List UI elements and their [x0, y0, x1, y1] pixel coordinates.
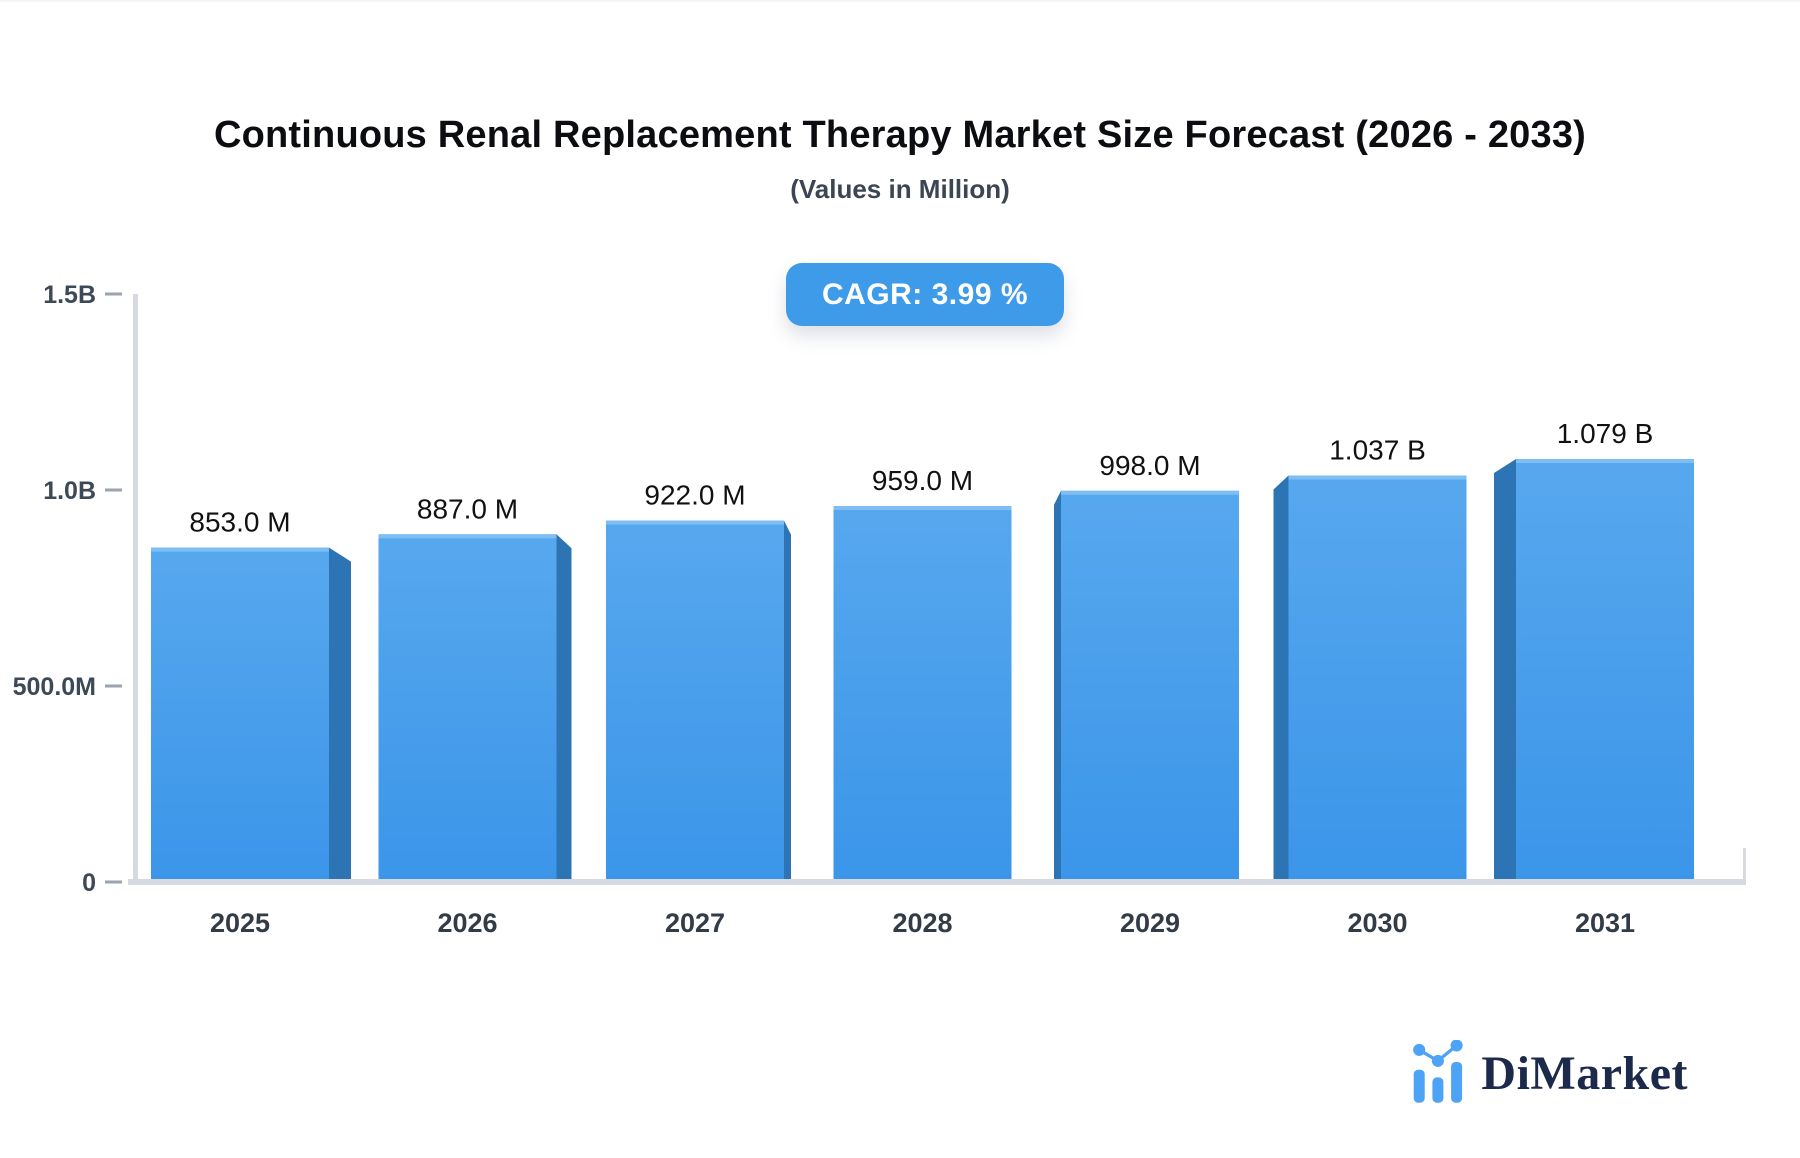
bar-group-2029: 998.0 M 2029 [1054, 450, 1239, 938]
y-axis-tick-label: 1.5B [43, 281, 96, 309]
y-axis-tick-label: 500.0M [13, 673, 96, 701]
bar-group-2030: 1.037 B 2030 [1273, 434, 1467, 938]
bar-value-label: 853.0 M [189, 507, 290, 538]
bar-face [1516, 459, 1694, 882]
bar-top-highlight [1288, 475, 1467, 480]
x-axis-end-cap [1743, 848, 1746, 882]
bar-value-label: 998.0 M [1099, 450, 1200, 481]
bar-face [378, 534, 557, 882]
brand-logo-text: DiMarket [1481, 1046, 1688, 1100]
bar-side-panel [556, 534, 572, 882]
x-axis-label: 2029 [1120, 908, 1180, 938]
x-axis-label: 2026 [437, 908, 497, 938]
bar-side-panel [1054, 490, 1061, 882]
bar-value-label: 959.0 M [872, 465, 973, 496]
bar-group-2031: 1.079 B 2031 [1494, 418, 1694, 938]
bar-group-2026: 887.0 M 2026 [378, 493, 572, 938]
cagr-badge-label: CAGR: 3.99 % [821, 277, 1029, 311]
logo-dot [1432, 1054, 1445, 1067]
x-axis-label: 2030 [1347, 908, 1407, 938]
chart-subtitle: (Values in Million) [790, 174, 1010, 204]
bar-side-panel [1273, 475, 1289, 882]
bar-top-highlight [151, 547, 329, 552]
cagr-badge: CAGR: 3.99 % [786, 263, 1064, 326]
bar-face [833, 506, 1012, 882]
logo-bar [1432, 1077, 1444, 1103]
bar-value-label: 922.0 M [644, 480, 745, 511]
x-axis-label: 2025 [210, 908, 270, 938]
bar-top-highlight [1516, 459, 1694, 464]
bar-top-highlight [1061, 490, 1239, 495]
chart-title: Continuous Renal Replacement Therapy Mar… [213, 114, 1587, 156]
bar-side-panel [1494, 459, 1516, 882]
bar-side-panel [784, 520, 791, 882]
bar-value-label: 1.079 B [1557, 418, 1654, 449]
logo-dot [1450, 1040, 1464, 1052]
bar-group-2028: 959.0 M 2028 [833, 465, 1012, 938]
brand-logo: DiMarket [1411, 1040, 1688, 1106]
logo-bar [1451, 1062, 1463, 1103]
bar-top-highlight [833, 506, 1012, 511]
logo-dot [1413, 1043, 1426, 1056]
bar-face [1061, 490, 1239, 882]
x-axis-line [128, 879, 1746, 885]
bar-side-panel [329, 547, 351, 882]
bar-top-highlight [378, 534, 557, 539]
bar-face [1288, 475, 1467, 882]
x-axis-label: 2031 [1575, 908, 1635, 938]
bar-group-2025: 853.0 M 2025 [151, 507, 351, 938]
mini-bar-chart-icon [1413, 1040, 1464, 1103]
bar-group-2027: 922.0 M 2027 [606, 480, 791, 938]
y-axis-line [133, 294, 138, 882]
x-axis-label: 2028 [892, 908, 952, 938]
bar-face [151, 547, 329, 882]
y-axis-tick-label: 1.0B [43, 477, 96, 505]
y-axis-tick-label: 0 [82, 869, 96, 897]
bar-value-label: 1.037 B [1329, 434, 1426, 465]
logo-bar [1414, 1069, 1426, 1103]
bar-top-highlight [606, 520, 784, 525]
bar-value-label: 887.0 M [417, 493, 518, 524]
bar-face [606, 520, 784, 882]
x-axis-label: 2027 [665, 908, 725, 938]
